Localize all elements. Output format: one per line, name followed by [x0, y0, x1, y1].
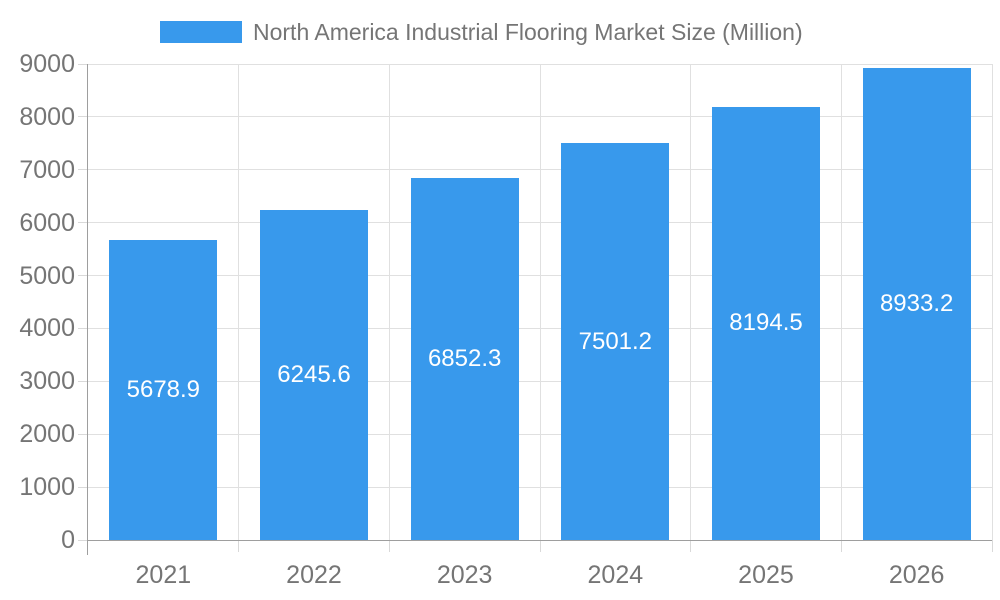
x-tick-label: 2022: [286, 561, 342, 589]
bar-2021[interactable]: [109, 239, 218, 540]
x-tick: [388, 540, 390, 552]
y-tick: [78, 275, 88, 277]
x-tick-label: 2026: [888, 561, 945, 589]
legend-swatch: [160, 21, 242, 43]
y-tick: [78, 116, 88, 118]
x-tick: [238, 540, 240, 552]
x-tick-label: 2023: [436, 561, 493, 589]
y-tick-label: 3000: [19, 367, 75, 396]
bar-2025[interactable]: [712, 106, 820, 540]
bar-2026[interactable]: [862, 67, 971, 540]
y-tick: [78, 63, 88, 65]
x-gridline: [238, 64, 240, 540]
bar-value-label: 6852.3: [427, 344, 502, 372]
y-tick: [78, 222, 88, 224]
x-tick-label: 2024: [587, 561, 644, 589]
x-tick: [690, 540, 692, 552]
y-tick-label: 7000: [19, 155, 75, 184]
y-tick: [78, 486, 88, 488]
legend-label: North America Industrial Flooring Market…: [253, 19, 803, 45]
bar-2023[interactable]: [410, 177, 519, 540]
y-tick-label: 2000: [19, 420, 75, 449]
y-tick: [78, 380, 88, 382]
x-tick: [840, 540, 842, 552]
y-tick-label: 0: [61, 526, 75, 554]
x-tick-label: 2025: [738, 561, 794, 589]
x-axis-line: [88, 539, 992, 541]
bar-2022[interactable]: [260, 209, 368, 540]
y-axis-line: [87, 64, 88, 555]
bar-2024[interactable]: [561, 143, 670, 540]
x-gridline: [388, 64, 390, 540]
x-tick: [539, 540, 541, 552]
x-gridline: [539, 64, 541, 540]
x-tick: [991, 540, 993, 552]
y-tick-label: 1000: [19, 473, 75, 502]
y-tick-label: 5000: [19, 261, 75, 290]
y-tick-label: 6000: [19, 208, 75, 237]
bar-value-label: 8933.2: [879, 289, 954, 317]
x-gridline: [991, 64, 993, 540]
y-tick: [78, 169, 88, 171]
y-tick-label: 4000: [19, 314, 75, 343]
bar-value-label: 8194.5: [729, 309, 803, 337]
bar-value-label: 5678.9: [126, 375, 201, 403]
x-gridline: [840, 64, 842, 540]
y-tick: [78, 327, 88, 329]
bar-value-label: 6245.6: [277, 360, 351, 388]
x-gridline: [690, 64, 692, 540]
y-tick: [78, 433, 88, 435]
y-tick: [78, 539, 88, 541]
x-tick-label: 2021: [135, 561, 192, 589]
y-tick-label: 8000: [19, 102, 75, 131]
y-tick-label: 9000: [19, 50, 75, 78]
bar-value-label: 7501.2: [578, 327, 653, 355]
